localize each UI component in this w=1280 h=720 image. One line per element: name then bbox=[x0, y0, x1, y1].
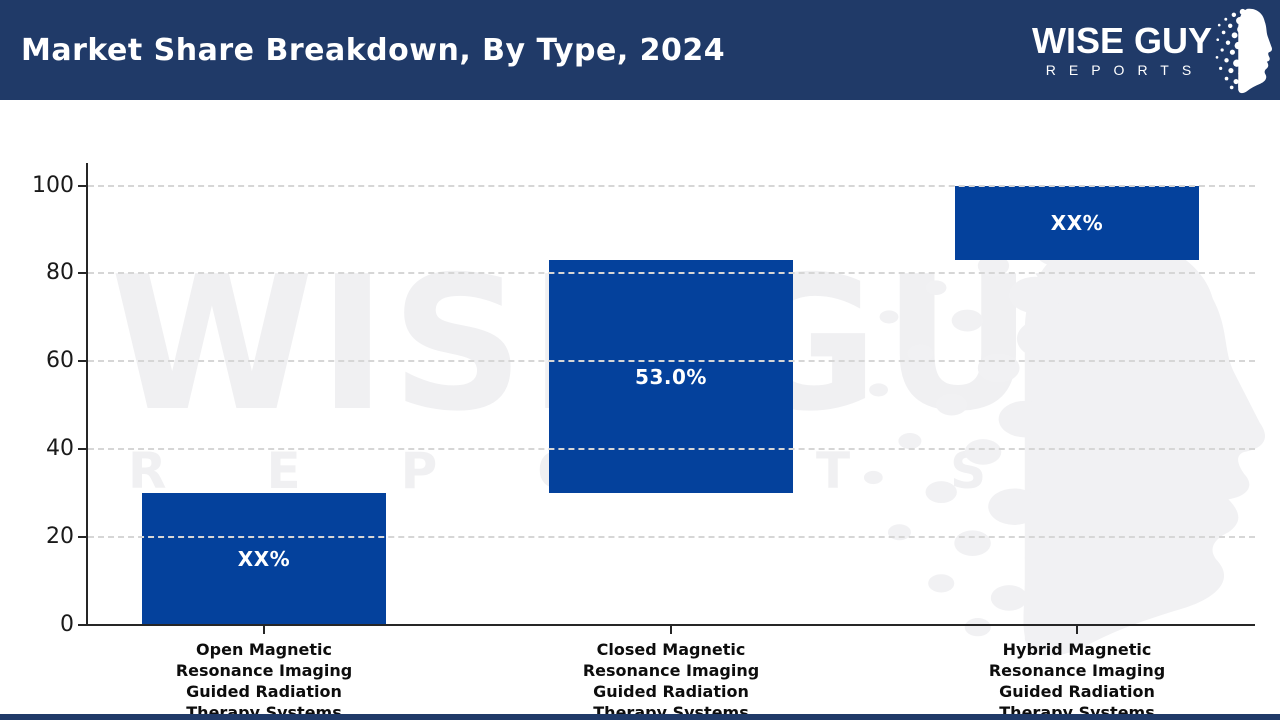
y-tick-label: 0 bbox=[60, 612, 74, 637]
y-axis-spine bbox=[86, 163, 88, 625]
category-label-line: Closed Magnetic bbox=[596, 640, 746, 659]
category-label-line: Guided Radiation bbox=[593, 682, 749, 701]
brand-logo: WISE GUY REPORTS bbox=[1032, 4, 1272, 96]
category-label-line: Hybrid Magnetic bbox=[1002, 640, 1152, 659]
x-tick-mark bbox=[1076, 626, 1078, 634]
y-tick-label: 40 bbox=[46, 436, 74, 462]
bar-segment: XX% bbox=[955, 185, 1199, 261]
y-tick-mark bbox=[78, 272, 86, 275]
brand-wordmark: WISE GUY REPORTS bbox=[1031, 19, 1212, 78]
bar-value-label: XX% bbox=[1050, 210, 1104, 235]
x-axis-spine bbox=[86, 624, 1255, 626]
y-tick-label: 80 bbox=[46, 260, 74, 286]
x-category-label: Closed Magnetic Resonance Imaging Guided R… bbox=[531, 639, 811, 720]
y-gridline bbox=[88, 272, 1255, 275]
y-tick-label: 100 bbox=[32, 172, 74, 198]
brand-subtitle: REPORTS bbox=[1045, 61, 1205, 78]
category-label-line: Open Magnetic bbox=[196, 640, 332, 659]
brand-name: WISE GUY bbox=[1031, 19, 1212, 61]
y-tick-label: 20 bbox=[46, 524, 74, 550]
bar-segment: 53.0% bbox=[549, 260, 793, 494]
footer-bar bbox=[0, 714, 1280, 720]
watermark-face-profile-icon bbox=[863, 235, 1265, 656]
x-tick-mark bbox=[670, 626, 672, 634]
dotted-face-profile-icon bbox=[1215, 8, 1272, 94]
bar-segment: XX% bbox=[142, 493, 386, 625]
y-tick-mark bbox=[78, 448, 86, 451]
bar-value-label: 53.0% bbox=[635, 364, 707, 389]
y-tick-mark bbox=[78, 184, 86, 187]
y-gridline bbox=[88, 536, 1255, 539]
category-label-line: Guided Radiation bbox=[186, 682, 342, 701]
category-label-line: Resonance Imaging bbox=[582, 661, 760, 680]
category-label-line: Resonance Imaging bbox=[988, 661, 1166, 680]
x-category-label: Open Magnetic Resonance Imaging Guided Rad… bbox=[124, 639, 404, 720]
y-gridline bbox=[88, 184, 1255, 187]
header-bar: Market Share Breakdown, By Type, 2024 WI… bbox=[0, 0, 1280, 100]
y-tick-mark bbox=[78, 360, 86, 363]
category-label-line: Resonance Imaging bbox=[175, 661, 353, 680]
y-tick-mark bbox=[78, 624, 86, 626]
y-gridline bbox=[88, 360, 1255, 363]
y-gridline bbox=[88, 448, 1255, 451]
category-label-line: Guided Radiation bbox=[999, 682, 1155, 701]
x-category-label: Hybrid Magnetic Resonance Imaging Guided R… bbox=[937, 639, 1217, 720]
page-title: Market Share Breakdown, By Type, 2024 bbox=[21, 32, 726, 68]
x-tick-mark bbox=[263, 626, 265, 634]
y-tick-label: 60 bbox=[46, 348, 74, 374]
y-tick-mark bbox=[78, 536, 86, 539]
bar-value-label: XX% bbox=[237, 547, 291, 572]
